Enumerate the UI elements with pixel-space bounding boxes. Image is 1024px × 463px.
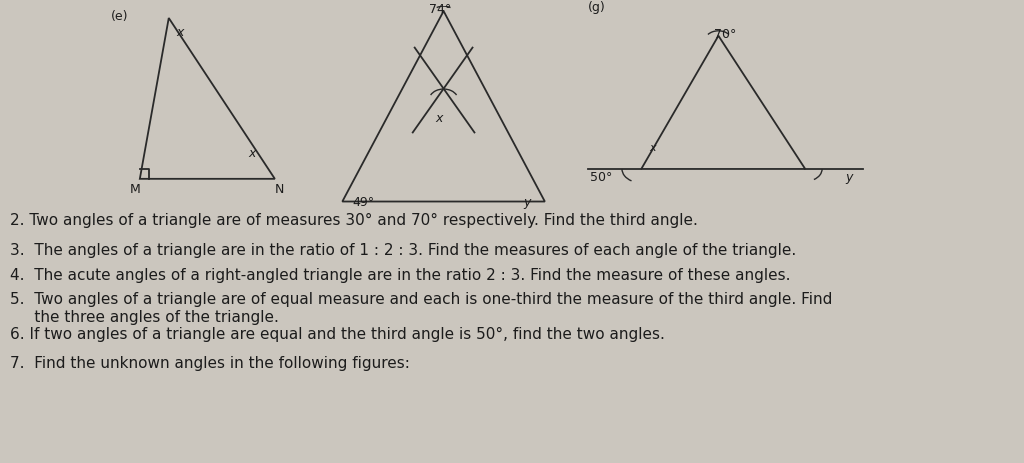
Text: M: M [130, 182, 140, 196]
Text: y: y [846, 171, 853, 184]
Text: 49°: 49° [352, 196, 374, 209]
Text: 4.  The acute angles of a right-angled triangle are in the ratio 2 : 3. Find the: 4. The acute angles of a right-angled tr… [9, 268, 791, 282]
Text: 7.  Find the unknown angles in the following figures:: 7. Find the unknown angles in the follow… [9, 357, 410, 371]
Text: N: N [275, 182, 285, 196]
Text: y: y [523, 196, 531, 209]
Text: x: x [248, 147, 255, 160]
Text: (g): (g) [588, 1, 606, 14]
Text: x: x [176, 26, 184, 39]
Text: (e): (e) [111, 10, 128, 23]
Text: 70°: 70° [714, 28, 736, 41]
Text: x: x [649, 143, 655, 153]
Text: 74°: 74° [429, 3, 452, 16]
Text: 50°: 50° [590, 171, 612, 184]
Text: x: x [435, 112, 442, 125]
Text: the three angles of the triangle.: the three angles of the triangle. [9, 310, 279, 325]
Text: 5.  Two angles of a triangle are of equal measure and each is one-third the meas: 5. Two angles of a triangle are of equal… [9, 292, 833, 307]
Text: 3.  The angles of a triangle are in the ratio of 1 : 2 : 3. Find the measures of: 3. The angles of a triangle are in the r… [9, 243, 796, 258]
Text: 2. Two angles of a triangle are of measures 30° and 70° respectively. Find the t: 2. Two angles of a triangle are of measu… [9, 213, 697, 228]
Text: 6. If two angles of a triangle are equal and the third angle is 50°, find the tw: 6. If two angles of a triangle are equal… [9, 327, 665, 342]
